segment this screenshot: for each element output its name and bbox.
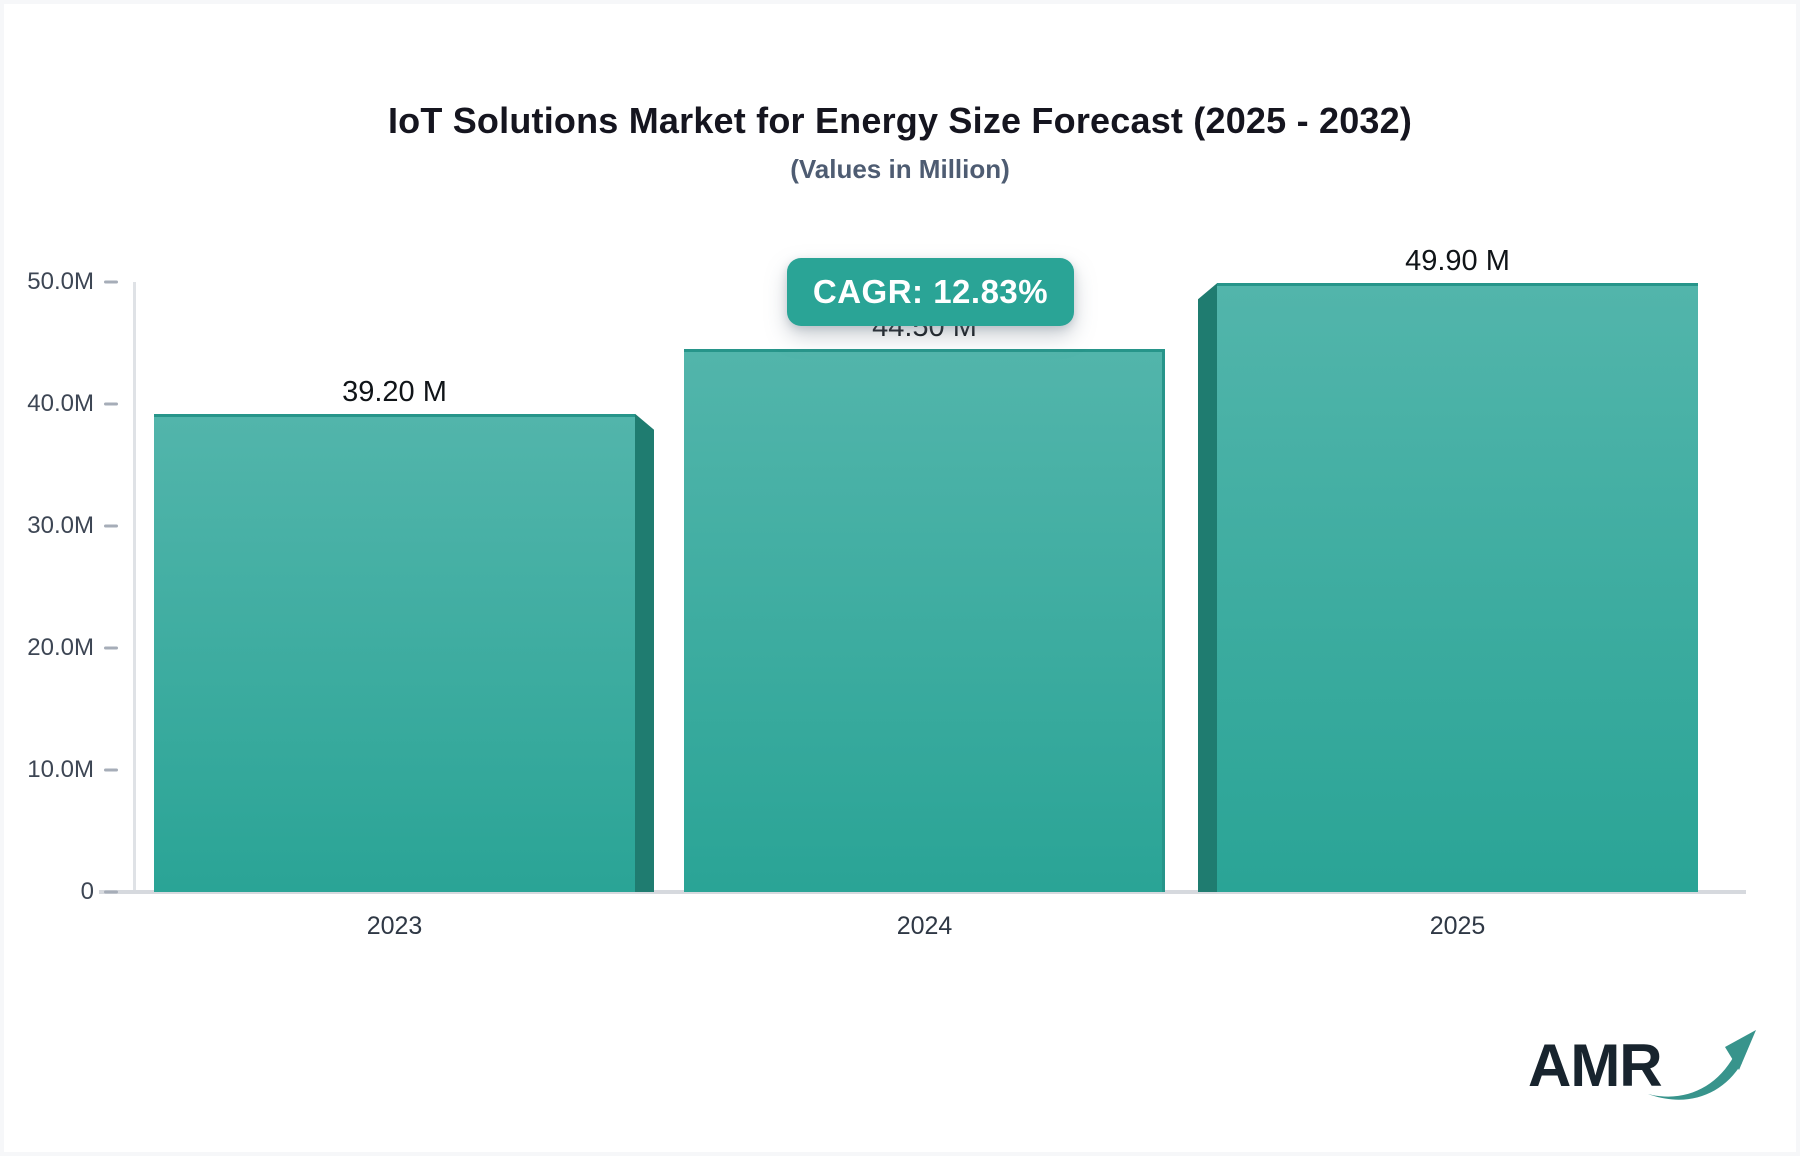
bar-value-label: 49.90 M	[1405, 245, 1510, 278]
y-tick-label: 0	[80, 878, 94, 905]
bar-value-label: 39.20 M	[342, 375, 447, 408]
bar-2024[interactable]	[684, 349, 1165, 892]
plot-area: 50.0M 40.0M 30.0M 20.0M 10.0M 0 39.20 M 44.50 …	[4, 4, 1796, 1152]
y-tick-label: 30.0M	[27, 512, 94, 539]
x-tick-label: 2023	[366, 912, 423, 940]
x-axis-line	[99, 890, 1746, 894]
amr-logo: AMR	[1528, 1030, 1758, 1110]
cagr-badge: CAGR: 12.83%	[787, 258, 1074, 326]
y-tick-mark	[104, 402, 118, 406]
y-tick-mark	[104, 646, 118, 650]
chart-title: IoT Solutions Market for Energy Size For…	[387, 100, 1413, 141]
y-tick-mark	[104, 524, 118, 528]
y-tick-mark	[104, 890, 118, 894]
y-tick-label: 20.0M	[27, 634, 94, 661]
chart-subtitle: (Values in Million)	[790, 154, 1010, 184]
bar-2023[interactable]	[154, 413, 635, 892]
y-tick-label: 40.0M	[27, 390, 94, 417]
cagr-badge-label: CAGR: 12.83%	[812, 273, 1049, 310]
y-tick-label: 50.0M	[27, 268, 94, 295]
x-tick-label: 2024	[896, 912, 953, 940]
bar-3d-side	[635, 413, 654, 892]
x-tick-label: 2025	[1429, 912, 1486, 940]
trending-up-arrow-icon	[1647, 1030, 1756, 1100]
y-axis-line	[133, 282, 136, 892]
y-tick-mark	[104, 280, 118, 284]
y-tick-mark	[104, 768, 118, 772]
amr-logo-text: AMR	[1528, 1032, 1663, 1099]
y-tick-label: 10.0M	[27, 756, 94, 783]
bar-2025[interactable]	[1217, 283, 1698, 892]
bar-3d-side	[1198, 283, 1217, 892]
